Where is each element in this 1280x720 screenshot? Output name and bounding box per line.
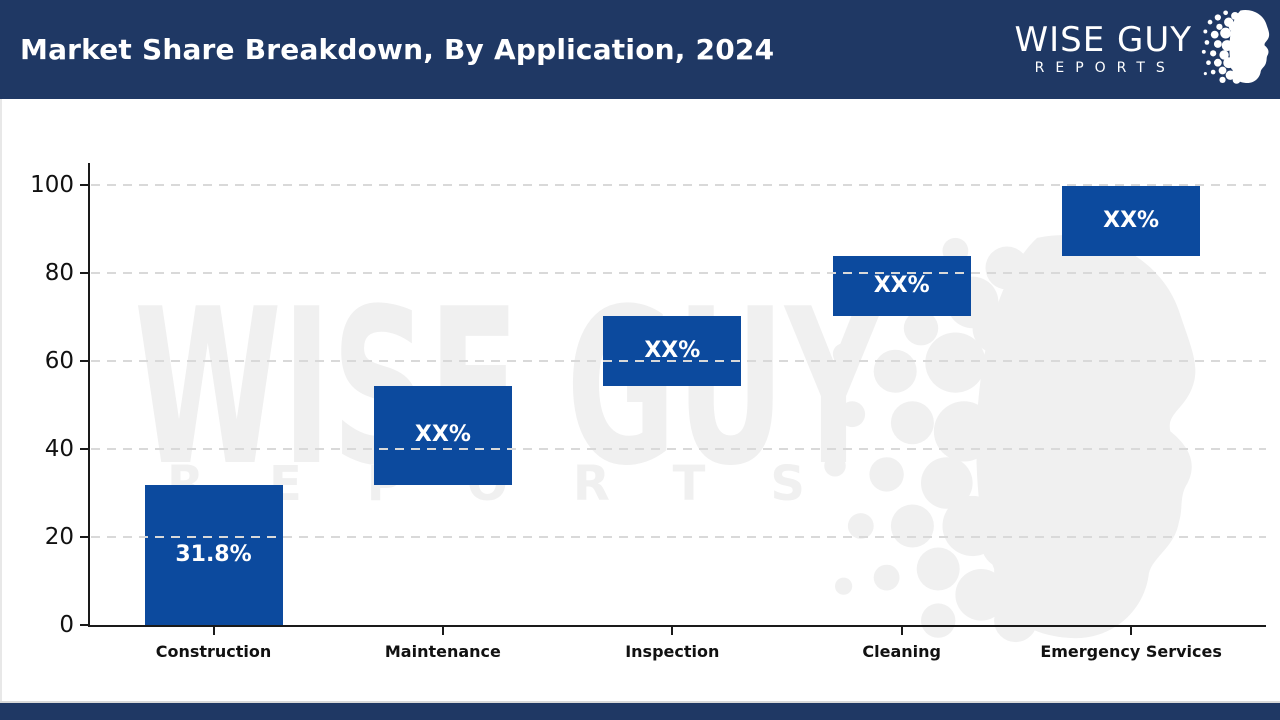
x-tick-label-construction: Construction	[155, 642, 272, 661]
grid-line-40	[91, 448, 1266, 450]
wiseguy-logo: WISE GUY REPORTS	[1014, 6, 1270, 94]
x-tick-maintenance	[441, 627, 444, 635]
y-tick-40	[80, 448, 88, 450]
x-tick-cleaning	[900, 627, 903, 635]
y-tick-100	[80, 184, 88, 186]
chart-title: Market Share Breakdown, By Application, …	[20, 33, 775, 66]
y-tick-label-40: 40	[44, 436, 74, 462]
bar-value-label-inspection: XX%	[644, 337, 701, 363]
x-tick-label-cleaning: Cleaning	[862, 642, 941, 661]
bar-inspection	[603, 315, 742, 386]
x-tick-label-inspection: Inspection	[625, 642, 720, 661]
bar-value-label-construction: 31.8%	[175, 542, 252, 568]
y-tick-60	[80, 360, 88, 362]
bar-construction	[144, 485, 283, 625]
logo-secondary-text: REPORTS	[1034, 60, 1176, 76]
chart-area: WISE GUY REPORTS 02040608010031.8%Constr…	[0, 99, 1280, 701]
y-axis-line	[88, 163, 90, 627]
y-tick-label-60: 60	[44, 348, 74, 374]
bar-value-label-emergency-services: XX%	[1103, 207, 1160, 233]
x-tick-label-maintenance: Maintenance	[384, 642, 501, 661]
x-axis-line	[88, 625, 1266, 627]
y-tick-label-0: 0	[59, 612, 74, 638]
y-tick-label-100: 100	[30, 172, 74, 198]
y-tick-label-80: 80	[44, 260, 74, 286]
y-tick-label-20: 20	[44, 524, 74, 550]
footer-bar	[0, 701, 1280, 720]
grid-line-80	[91, 272, 1266, 274]
y-tick-20	[80, 536, 88, 538]
x-tick-construction	[212, 627, 215, 635]
grid-line-60	[91, 360, 1266, 362]
wiseguy-face-icon	[1201, 9, 1270, 84]
wiseguy-logo-text: WISE GUY REPORTS	[1014, 22, 1192, 76]
y-tick-80	[80, 272, 88, 274]
logo-primary-text: WISE GUY	[1014, 20, 1192, 60]
bar-value-label-cleaning: XX%	[873, 272, 930, 298]
grid-line-20	[91, 536, 1266, 538]
header-bar: Market Share Breakdown, By Application, …	[0, 0, 1280, 99]
y-tick-0	[80, 624, 88, 626]
x-tick-label-emergency-services: Emergency Services	[1040, 642, 1222, 661]
grid-line-100	[91, 184, 1266, 186]
x-tick-inspection	[671, 627, 674, 635]
bar-value-label-maintenance: XX%	[414, 422, 471, 448]
bar-maintenance	[373, 385, 512, 486]
x-tick-emergency-services	[1130, 627, 1133, 635]
